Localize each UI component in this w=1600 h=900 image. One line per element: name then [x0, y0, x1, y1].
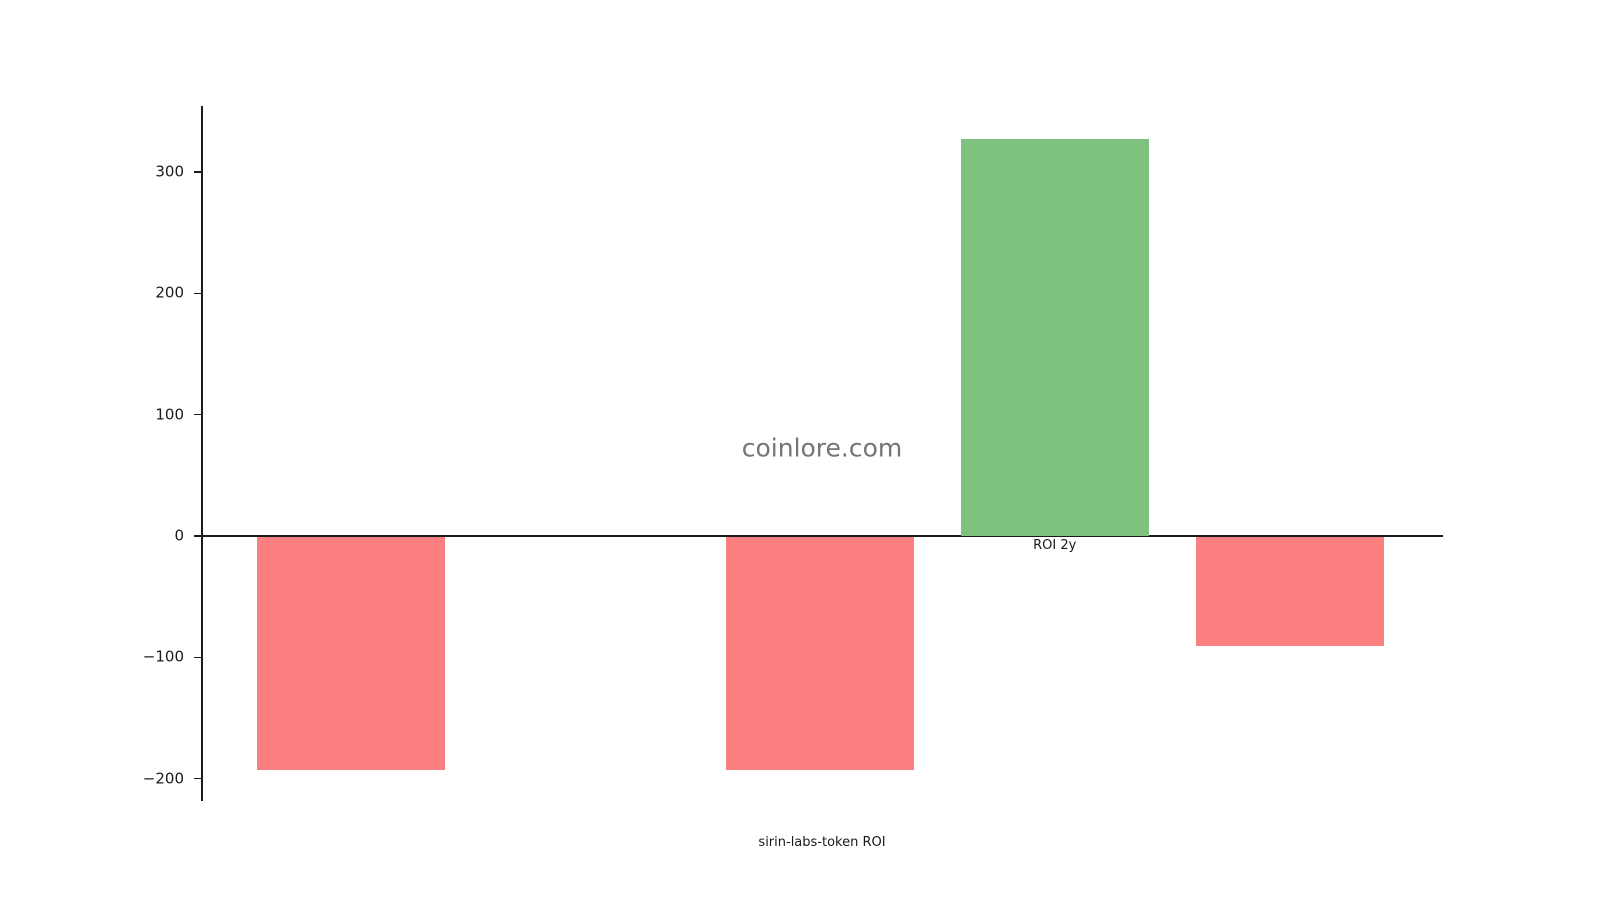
x-tick-label-roi-2y: ROI 2y [1033, 538, 1077, 553]
watermark-text: coinlore.com [741, 433, 903, 463]
y-tick-mark [194, 413, 201, 416]
y-tick-mark [194, 171, 201, 173]
bar-slot-4-positive [960, 139, 1149, 536]
y-tick-mark [194, 535, 201, 537]
bar-slot-3-negative [726, 536, 914, 770]
y-tick-label: 200 [155, 283, 184, 302]
y-tick-mark [194, 656, 201, 659]
x-axis-title: sirin-labs-token ROI [758, 835, 886, 850]
bar-slot-5-negative [1195, 536, 1384, 646]
y-tick-label: 0 [174, 526, 184, 545]
y-tick-label: −100 [142, 647, 184, 666]
y-tick-label: 100 [155, 405, 184, 424]
y-tick-mark [194, 292, 201, 294]
bar-slot-1-negative [256, 536, 445, 770]
y-tick-label: −200 [142, 769, 184, 788]
y-axis-spine [201, 106, 203, 802]
y-tick-mark [194, 777, 201, 780]
zero-baseline [201, 535, 1443, 537]
y-tick-label: 300 [155, 162, 184, 181]
